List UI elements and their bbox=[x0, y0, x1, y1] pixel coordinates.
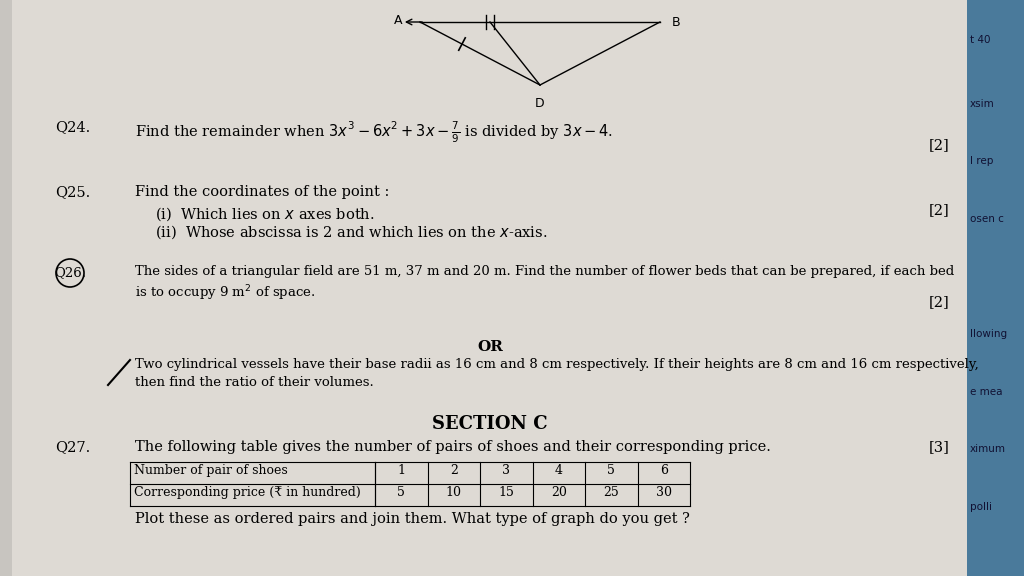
Text: OR: OR bbox=[477, 340, 503, 354]
Text: 30: 30 bbox=[655, 486, 672, 499]
Text: The following table gives the number of pairs of shoes and their corresponding p: The following table gives the number of … bbox=[135, 440, 771, 454]
Text: osen c: osen c bbox=[970, 214, 1004, 224]
Text: Find the coordinates of the point :: Find the coordinates of the point : bbox=[135, 185, 389, 199]
Text: [3]: [3] bbox=[929, 440, 950, 454]
Bar bbox=[967, 0, 1024, 576]
Text: [2]: [2] bbox=[929, 203, 950, 217]
Text: (ii)  Whose abscissa is 2 and which lies on the $x$-axis.: (ii) Whose abscissa is 2 and which lies … bbox=[155, 223, 548, 241]
Text: Q26.: Q26. bbox=[54, 267, 86, 279]
Text: 5: 5 bbox=[607, 464, 615, 477]
Text: 1: 1 bbox=[397, 464, 406, 477]
Text: SECTION C: SECTION C bbox=[432, 415, 548, 433]
Text: 20: 20 bbox=[551, 486, 566, 499]
Text: 5: 5 bbox=[397, 486, 406, 499]
Text: e mea: e mea bbox=[970, 386, 1002, 397]
Text: polli: polli bbox=[970, 502, 992, 512]
Text: 6: 6 bbox=[659, 464, 668, 477]
Text: 15: 15 bbox=[499, 486, 514, 499]
Text: t 40: t 40 bbox=[970, 35, 990, 46]
Text: llowing: llowing bbox=[970, 329, 1008, 339]
Text: The sides of a triangular field are 51 m, 37 m and 20 m. Find the number of flow: The sides of a triangular field are 51 m… bbox=[135, 265, 954, 278]
Text: then find the ratio of their volumes.: then find the ratio of their volumes. bbox=[135, 376, 374, 389]
Text: 25: 25 bbox=[603, 486, 620, 499]
Text: [2]: [2] bbox=[929, 138, 950, 152]
Text: Two cylindrical vessels have their base radii as 16 cm and 8 cm respectively. If: Two cylindrical vessels have their base … bbox=[135, 358, 979, 371]
Text: Plot these as ordered pairs and join them. What type of graph do you get ?: Plot these as ordered pairs and join the… bbox=[135, 512, 690, 526]
Text: A: A bbox=[394, 13, 402, 26]
Text: 3: 3 bbox=[502, 464, 510, 477]
Text: 10: 10 bbox=[445, 486, 462, 499]
Text: xsim: xsim bbox=[970, 98, 994, 109]
Text: ximum: ximum bbox=[970, 444, 1006, 454]
Text: Q25.: Q25. bbox=[55, 185, 90, 199]
Text: B: B bbox=[672, 16, 681, 28]
Text: Number of pair of shoes: Number of pair of shoes bbox=[134, 464, 288, 477]
Text: (i)  Which lies on $x$ axes both.: (i) Which lies on $x$ axes both. bbox=[155, 205, 375, 223]
Text: 4: 4 bbox=[555, 464, 563, 477]
Text: 2: 2 bbox=[450, 464, 458, 477]
Text: is to occupy 9 m$^2$ of space.: is to occupy 9 m$^2$ of space. bbox=[135, 283, 315, 302]
Text: [2]: [2] bbox=[929, 295, 950, 309]
Text: Corresponding price (₹ in hundred): Corresponding price (₹ in hundred) bbox=[134, 486, 360, 499]
Text: D: D bbox=[536, 97, 545, 110]
Text: Q27.: Q27. bbox=[55, 440, 90, 454]
Text: Find the remainder when $3x^3 - 6x^2 + 3x - \frac{7}{9}$ is divided by $3x - 4$.: Find the remainder when $3x^3 - 6x^2 + 3… bbox=[135, 120, 613, 145]
Text: Q24.: Q24. bbox=[55, 120, 90, 134]
Text: l rep: l rep bbox=[970, 156, 993, 166]
